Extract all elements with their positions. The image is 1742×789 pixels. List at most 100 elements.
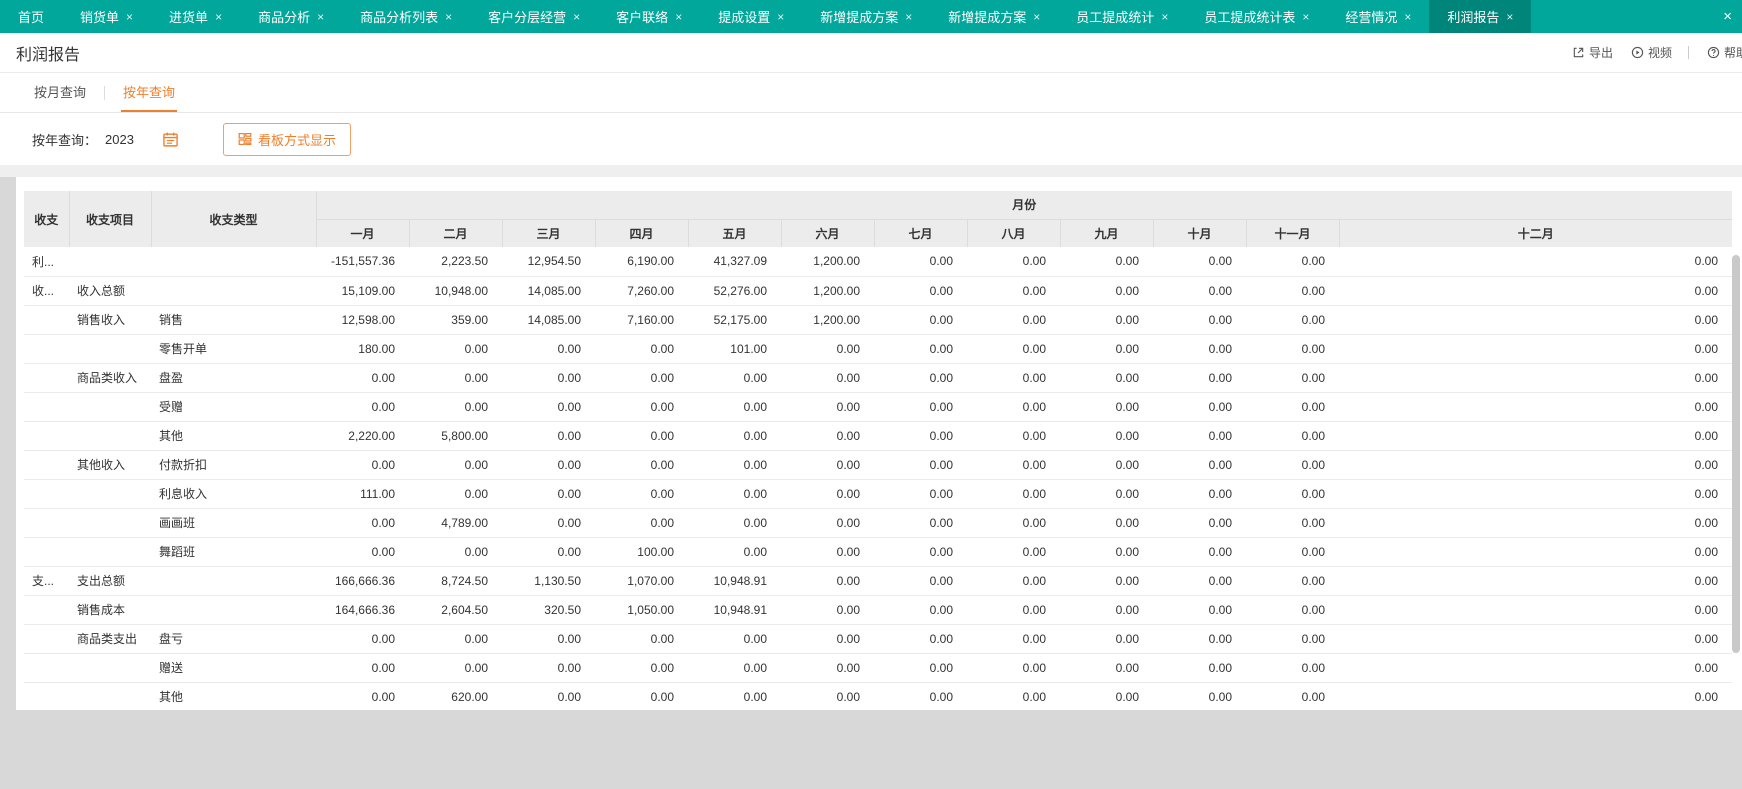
cell-type: 舞蹈班 bbox=[151, 537, 316, 567]
table-row[interactable]: 舞蹈班 0.00 0.00 0.00 100.00 0.00 0.00 0.00 0.00 0.0… bbox=[24, 537, 1732, 567]
table-row[interactable]: 其他 2,220.00 5,800.00 0.00 0.00 0.00 0.00 0.00 0.… bbox=[24, 421, 1732, 451]
tab-label: 销货单 bbox=[80, 10, 120, 25]
cell-amount: 0.00 bbox=[1246, 247, 1339, 277]
tab-close-icon[interactable]: × bbox=[1404, 9, 1412, 24]
tab-close-icon[interactable]: × bbox=[215, 9, 223, 24]
profit-table-panel: 收支 收支项目 收支类型 月份 一月 二月 三月 四月 五月 六月 七月 八月 九月 十月 十一月十… bbox=[16, 177, 1742, 710]
table-row[interactable]: 其他 0.00 620.00 0.00 0.00 0.00 0.00 0.00 0.00 0.00… bbox=[24, 682, 1732, 710]
tab-销货单[interactable]: 销货单 × bbox=[62, 0, 151, 33]
table-row[interactable]: 销售成本 164,666.36 2,604.50 320.50 1,050.00 10,9… bbox=[24, 595, 1732, 625]
cell-amount: 0.00 bbox=[595, 363, 688, 393]
cell-shouzhi bbox=[24, 450, 69, 480]
board-view-button[interactable]: 看板方式显示 bbox=[222, 122, 351, 156]
tab-close-icon[interactable]: × bbox=[1033, 9, 1041, 24]
cell-amount: 0.00 bbox=[874, 450, 967, 480]
tab-close-icon[interactable]: × bbox=[1506, 9, 1514, 24]
tab-close-icon[interactable]: × bbox=[126, 9, 134, 24]
cell-amount: 0.00 bbox=[781, 653, 874, 683]
year-value[interactable]: 2023 bbox=[105, 131, 134, 147]
cell-amount: 0.00 bbox=[781, 624, 874, 654]
tab-close-icon[interactable]: × bbox=[675, 9, 683, 24]
table-row[interactable]: 画画班 0.00 4,789.00 0.00 0.00 0.00 0.00 0.00 0.00 0… bbox=[24, 508, 1732, 538]
video-button[interactable]: 视频 bbox=[1631, 44, 1672, 61]
tab-商品分析列表[interactable]: 商品分析列表 × bbox=[342, 0, 470, 33]
cell-item bbox=[69, 421, 151, 451]
tab-客户联络[interactable]: 客户联络 × bbox=[598, 0, 700, 33]
cell-type: 赠送 bbox=[151, 653, 316, 683]
table-row[interactable]: 零售开单 180.00 0.00 0.00 0.00 101.00 0.00 0.00 0.00… bbox=[24, 334, 1732, 364]
tab-label: 员工提成统计表 bbox=[1204, 10, 1296, 25]
help-button[interactable]: 帮助 bbox=[1707, 44, 1742, 61]
close-all-tabs-icon[interactable]: × bbox=[1723, 8, 1732, 25]
month-column-header: 四月 bbox=[595, 219, 689, 247]
cell-amount: 0.00 bbox=[1246, 334, 1339, 364]
tab-新增提成方案[interactable]: 新增提成方案 × bbox=[802, 0, 930, 33]
cell-amount: 0.00 bbox=[1153, 276, 1246, 306]
tab-新增提成方案[interactable]: 新增提成方案 × bbox=[930, 0, 1058, 33]
tab-yearly-query[interactable]: 按年查询 bbox=[121, 73, 178, 112]
subtab-divider bbox=[104, 85, 106, 100]
month-column-header: 一月 bbox=[316, 219, 410, 247]
cell-amount: 0.00 bbox=[1153, 537, 1246, 567]
tab-close-icon[interactable]: × bbox=[905, 9, 913, 24]
tab-close-icon[interactable]: × bbox=[445, 9, 453, 24]
play-circle-icon bbox=[1631, 46, 1644, 59]
table-row[interactable]: 利息收入 111.00 0.00 0.00 0.00 0.00 0.00 0.00 0.00 0.… bbox=[24, 479, 1732, 509]
tab-close-icon[interactable]: × bbox=[317, 9, 325, 24]
table-row[interactable]: 其他收入 付款折扣 0.00 0.00 0.00 0.00 0.00 0.00 0.00 0.00… bbox=[24, 450, 1732, 480]
cell-amount: 0.00 bbox=[1339, 653, 1732, 683]
tab-close-icon[interactable]: × bbox=[777, 9, 785, 24]
export-button[interactable]: 导出 bbox=[1572, 44, 1613, 61]
cell-amount: 1,200.00 bbox=[781, 276, 874, 306]
cell-amount: 0.00 bbox=[1153, 624, 1246, 654]
tab-monthly-query[interactable]: 按月查询 bbox=[34, 85, 87, 100]
cell-amount: 0.00 bbox=[781, 566, 874, 596]
table-row[interactable]: 收... 收入总额 15,109.00 10,948.00 14,085.00 7,260… bbox=[24, 276, 1732, 306]
tab-close-icon[interactable]: × bbox=[573, 9, 581, 24]
cell-amount: 0.00 bbox=[1246, 450, 1339, 480]
cell-amount: 0.00 bbox=[781, 479, 874, 509]
tab-进货单[interactable]: 进货单 × bbox=[151, 0, 240, 33]
cell-amount: 0.00 bbox=[595, 508, 688, 538]
cell-item: 收入总额 bbox=[69, 276, 151, 306]
cell-amount: 0.00 bbox=[967, 450, 1060, 480]
cell-amount: 0.00 bbox=[502, 508, 595, 538]
tab-close-icon[interactable]: × bbox=[1302, 9, 1310, 24]
cell-amount: 101.00 bbox=[688, 334, 781, 364]
tab-close-icon[interactable]: × bbox=[1161, 9, 1169, 24]
tab-员工提成统计[interactable]: 员工提成统计 × bbox=[1058, 0, 1186, 33]
tab-经营情况[interactable]: 经营情况 × bbox=[1327, 0, 1429, 33]
table-row[interactable]: 赠送 0.00 0.00 0.00 0.00 0.00 0.00 0.00 0.00 0.00 0.… bbox=[24, 653, 1732, 683]
table-row[interactable]: 利... -151,557.36 2,223.50 12,954.50 6,190.00… bbox=[24, 247, 1732, 277]
table-row[interactable]: 商品类支出 盘亏 0.00 0.00 0.00 0.00 0.00 0.00 0.00 0.00 0… bbox=[24, 624, 1732, 654]
tab-商品分析[interactable]: 商品分析 × bbox=[240, 0, 342, 33]
window-tab-bar: 首页 销货单 × 进货单 × 商品分析 × 商品分析列表 × 客户分层经营 × 客户联络 × 提成设置 × 新… bbox=[0, 0, 1742, 33]
cell-amount: 10,948.91 bbox=[688, 566, 781, 596]
table-row[interactable]: 商品类收入 盘盈 0.00 0.00 0.00 0.00 0.00 0.00 0.00 0.00 0… bbox=[24, 363, 1732, 393]
cell-amount: 0.00 bbox=[1060, 624, 1153, 654]
cell-amount: 0.00 bbox=[502, 682, 595, 710]
cell-amount: 0.00 bbox=[967, 334, 1060, 364]
cell-amount: 14,085.00 bbox=[502, 305, 595, 335]
tab-提成设置[interactable]: 提成设置 × bbox=[700, 0, 802, 33]
cell-amount: 0.00 bbox=[1153, 363, 1246, 393]
cell-amount: 0.00 bbox=[1153, 682, 1246, 710]
cell-amount: 10,948.00 bbox=[409, 276, 502, 306]
table-row[interactable]: 销售收入 销售 12,598.00 359.00 14,085.00 7,160.00 52… bbox=[24, 305, 1732, 335]
vertical-scrollbar-thumb[interactable] bbox=[1732, 255, 1740, 653]
cell-amount: 0.00 bbox=[502, 624, 595, 654]
calendar-icon[interactable] bbox=[162, 131, 179, 148]
table-row[interactable]: 受赠 0.00 0.00 0.00 0.00 0.00 0.00 0.00 0.00 0.00 0.… bbox=[24, 392, 1732, 422]
table-row[interactable]: 支... 支出总额 166,666.36 8,724.50 1,130.50 1,070.… bbox=[24, 566, 1732, 596]
cell-shouzhi bbox=[24, 392, 69, 422]
tab-利润报告[interactable]: 利润报告 × bbox=[1429, 0, 1532, 33]
tab-员工提成统计表[interactable]: 员工提成统计表 × bbox=[1186, 0, 1327, 33]
cell-amount: 1,070.00 bbox=[595, 566, 688, 596]
cell-amount: 52,175.00 bbox=[688, 305, 781, 335]
tab-客户分层经营[interactable]: 客户分层经营 × bbox=[470, 0, 598, 33]
cell-type: 画画班 bbox=[151, 508, 316, 538]
tab-首页[interactable]: 首页 bbox=[0, 0, 62, 33]
cell-type bbox=[151, 566, 316, 596]
cell-type: 销售 bbox=[151, 305, 316, 335]
cell-amount: 0.00 bbox=[1246, 276, 1339, 306]
